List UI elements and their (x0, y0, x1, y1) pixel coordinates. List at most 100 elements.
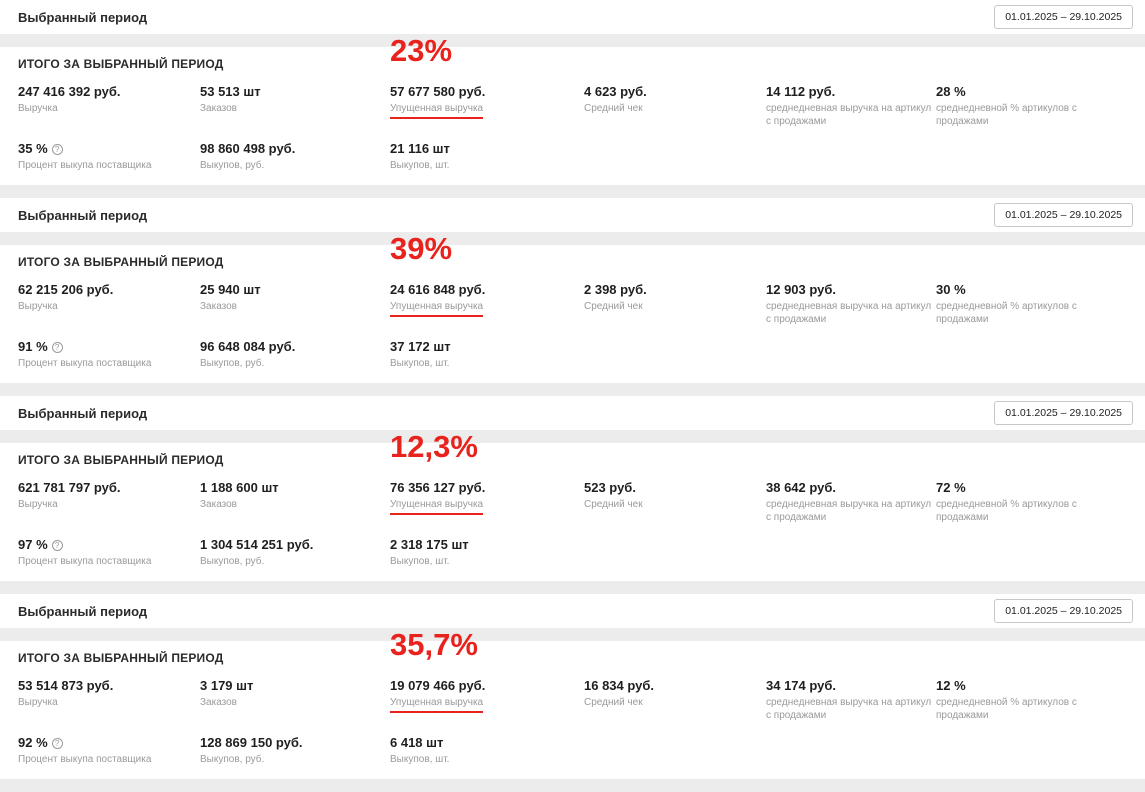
metric-value: 24 616 848 руб. (390, 282, 486, 297)
lost-revenue-annotation: 12,3% (390, 429, 478, 464)
period-section-4: Выбранный период 01.01.2025 – 29.10.2025… (0, 594, 1145, 792)
totals-panel: ИТОГО ЗА ВЫБРАННЫЙ ПЕРИОД 39% 62 215 206… (0, 233, 1145, 383)
metric-value: 12 % (936, 678, 966, 693)
info-icon[interactable]: ? (51, 342, 63, 353)
info-icon[interactable]: ? (51, 540, 63, 551)
period-header-row: Выбранный период 01.01.2025 – 29.10.2025 (0, 198, 1145, 232)
metric-value: 2 398 руб. (584, 282, 647, 297)
divider-band (0, 628, 1145, 641)
metric-avg-check: 16 834 руб. Средний чек (584, 678, 766, 722)
metric-value: 57 677 580 руб. (390, 84, 486, 99)
metric-label: среднедневной % артикулов с продажами (936, 103, 1077, 127)
metric-avg-check: 4 623 руб. Средний чек (584, 84, 766, 128)
metric-lost-revenue: 24 616 848 руб. Упущенная выручка (390, 282, 584, 326)
metric-revenue: 621 781 797 руб. Выручка (18, 480, 200, 524)
metric-value-text: 92 % (18, 735, 48, 750)
metric-value: 25 940 шт (200, 282, 261, 297)
totals-header: ИТОГО ЗА ВЫБРАННЫЙ ПЕРИОД (18, 255, 224, 269)
metric-value: 3 179 шт (200, 678, 254, 693)
metric-label: Процент выкупа поставщика (18, 160, 152, 171)
divider-band (0, 185, 1145, 198)
metric-daily-pct-sku-sales: 12 % среднедневной % артикулов с продажа… (936, 678, 1127, 722)
metric-value: 34 174 руб. (766, 678, 837, 693)
metric-label: Процент выкупа поставщика (18, 754, 152, 765)
metric-label: Выкупов, руб. (200, 754, 265, 765)
metric-buyouts-pcs: 6 418 шт Выкупов, шт. (390, 735, 584, 766)
metric-value: 92 %? (18, 735, 200, 750)
divider-band (0, 232, 1145, 245)
metric-label-lost-revenue: Упущенная выручка (390, 696, 484, 713)
metric-avg-check: 523 руб. Средний чек (584, 480, 766, 524)
totals-panel: ИТОГО ЗА ВЫБРАННЫЙ ПЕРИОД 35,7% 53 514 8… (0, 629, 1145, 779)
metric-value: 62 215 206 руб. (18, 282, 114, 297)
metric-label: среднедневная выручка на артикул с прода… (766, 301, 932, 325)
metric-value-text: 97 % (18, 537, 48, 552)
metrics-grid: 621 781 797 руб. Выручка 1 188 600 шт За… (18, 480, 1127, 568)
metric-value: 1 188 600 шт (200, 480, 279, 495)
metric-value: 53 514 873 руб. (18, 678, 114, 693)
metric-revenue: 247 416 392 руб. Выручка (18, 84, 200, 128)
metric-label: Процент выкупа поставщика (18, 556, 152, 567)
metric-daily-revenue-per-sku: 38 642 руб. среднедневная выручка на арт… (766, 480, 936, 524)
period-header-row: Выбранный период 01.01.2025 – 29.10.2025 (0, 396, 1145, 430)
metric-label: Средний чек (584, 499, 643, 510)
metric-daily-pct-sku-sales: 28 % среднедневной % артикулов с продажа… (936, 84, 1127, 128)
metric-buyouts-rub: 98 860 498 руб. Выкупов, руб. (200, 141, 390, 172)
divider-band (0, 581, 1145, 594)
metric-label: Средний чек (584, 103, 643, 114)
date-range-button[interactable]: 01.01.2025 – 29.10.2025 (994, 401, 1133, 425)
divider-band (0, 779, 1145, 792)
lost-revenue-annotation: 35,7% (390, 627, 478, 662)
lost-revenue-annotation: 39% (390, 231, 453, 266)
metric-label: Процент выкупа поставщика (18, 358, 152, 369)
metric-buyouts-rub: 96 648 084 руб. Выкупов, руб. (200, 339, 390, 370)
metric-label: Выкупов, шт. (390, 754, 450, 765)
divider-band (0, 34, 1145, 47)
date-range-button[interactable]: 01.01.2025 – 29.10.2025 (994, 599, 1133, 623)
metric-value: 98 860 498 руб. (200, 141, 296, 156)
metric-daily-revenue-per-sku: 14 112 руб. среднедневная выручка на арт… (766, 84, 936, 128)
metric-value: 21 116 шт (390, 141, 450, 156)
date-range-button[interactable]: 01.01.2025 – 29.10.2025 (994, 203, 1133, 227)
metrics-grid: 247 416 392 руб. Выручка 53 513 шт Заказ… (18, 84, 1127, 172)
metric-label: среднедневная выручка на артикул с прода… (766, 499, 932, 523)
period-title: Выбранный период (18, 9, 148, 25)
info-icon[interactable]: ? (51, 144, 63, 155)
metric-lost-revenue: 57 677 580 руб. Упущенная выручка (390, 84, 584, 128)
metric-value: 247 416 392 руб. (18, 84, 121, 99)
metric-label: среднедневная выручка на артикул с прода… (766, 103, 932, 127)
metric-value-text: 91 % (18, 339, 48, 354)
metric-value: 19 079 466 руб. (390, 678, 486, 693)
metric-value: 14 112 руб. (766, 84, 836, 99)
metric-label: Выкупов, шт. (390, 556, 450, 567)
metric-lost-revenue: 76 356 127 руб. Упущенная выручка (390, 480, 584, 524)
metric-orders: 53 513 шт Заказов (200, 84, 390, 128)
metric-value: 12 903 руб. (766, 282, 837, 297)
metric-label: среднедневная выручка на артикул с прода… (766, 697, 932, 721)
metric-value: 6 418 шт (390, 735, 444, 750)
metric-value: 38 642 руб. (766, 480, 837, 495)
metric-label: Выкупов, шт. (390, 160, 450, 171)
date-range-button[interactable]: 01.01.2025 – 29.10.2025 (994, 5, 1133, 29)
totals-header: ИТОГО ЗА ВЫБРАННЫЙ ПЕРИОД (18, 453, 224, 467)
metric-buyouts-pcs: 21 116 шт Выкупов, шт. (390, 141, 584, 172)
metric-value: 2 318 175 шт (390, 537, 469, 552)
totals-header: ИТОГО ЗА ВЫБРАННЫЙ ПЕРИОД (18, 651, 224, 665)
metric-label: среднедневной % артикулов с продажами (936, 697, 1077, 721)
metric-value: 128 869 150 руб. (200, 735, 303, 750)
period-title: Выбранный период (18, 405, 148, 421)
metric-buyouts-pcs: 37 172 шт Выкупов, шт. (390, 339, 584, 370)
metric-lost-revenue: 19 079 466 руб. Упущенная выручка (390, 678, 584, 722)
info-icon[interactable]: ? (51, 738, 63, 749)
metric-value-text: 35 % (18, 141, 48, 156)
metric-label: среднедневной % артикулов с продажами (936, 499, 1077, 523)
metric-value: 30 % (936, 282, 966, 297)
period-section-3: Выбранный период 01.01.2025 – 29.10.2025… (0, 396, 1145, 594)
totals-header: ИТОГО ЗА ВЫБРАННЫЙ ПЕРИОД (18, 57, 224, 71)
metric-value: 28 % (936, 84, 966, 99)
lost-revenue-annotation: 23% (390, 33, 453, 68)
metric-label: среднедневной % артикулов с продажами (936, 301, 1077, 325)
metric-value: 16 834 руб. (584, 678, 655, 693)
metric-label: Заказов (200, 697, 237, 708)
period-title: Выбранный период (18, 207, 148, 223)
